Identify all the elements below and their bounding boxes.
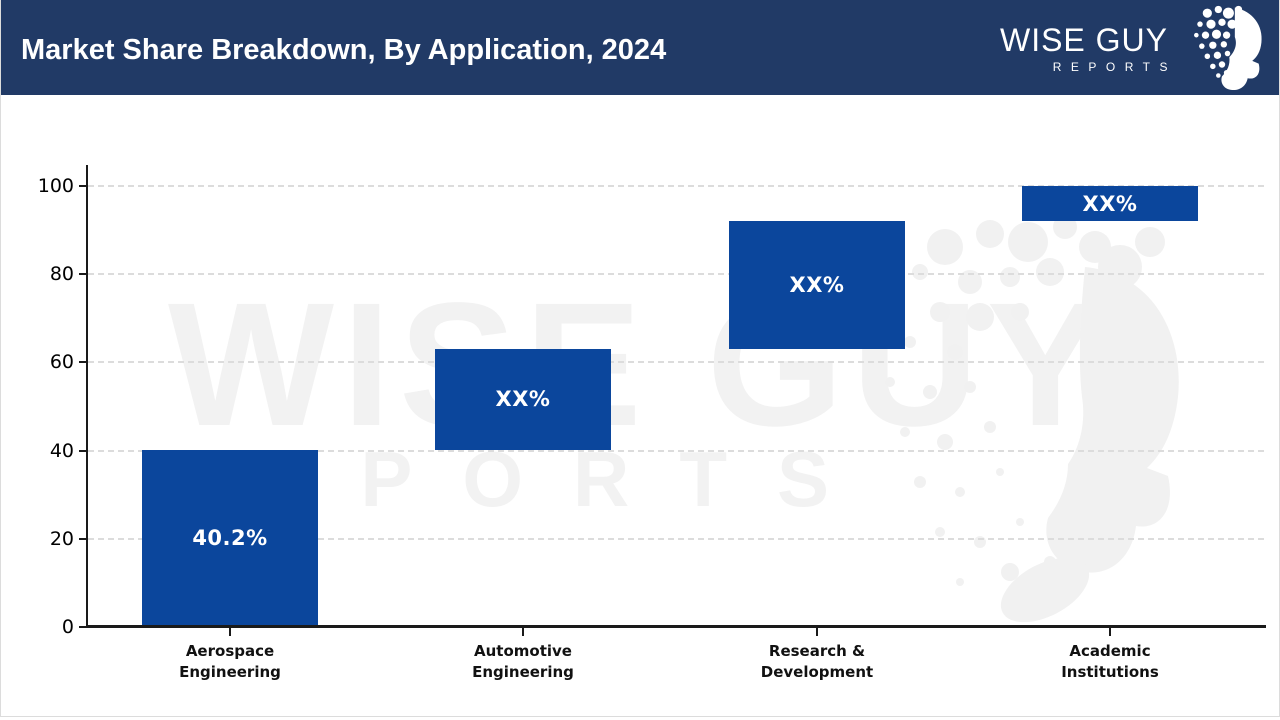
x-category-label-line: Development xyxy=(760,663,874,681)
y-tick-label: 40 xyxy=(49,439,74,462)
y-tick-mark xyxy=(79,273,87,276)
x-category-label-line: Aerospace xyxy=(185,642,275,660)
y-gridline xyxy=(88,449,1264,452)
x-tick-mark xyxy=(816,628,818,636)
y-tick-mark xyxy=(79,361,87,364)
y-axis-line xyxy=(86,165,88,628)
y-tick-label: 0 xyxy=(61,616,74,638)
bar-value-label: XX% xyxy=(1082,191,1138,216)
x-category-label: Automotive Engineering xyxy=(413,641,633,683)
y-tick-label: 20 xyxy=(49,527,74,550)
y-gridline xyxy=(88,361,1264,364)
x-axis-line xyxy=(86,625,1266,628)
x-category-label: Aerospace Engineering xyxy=(120,641,340,683)
x-category-label-line: Research & xyxy=(768,642,866,660)
watermark-text-line1: WISE GUY xyxy=(167,267,1113,463)
bar-value-label: 40.2% xyxy=(192,526,268,551)
bar-value-label: XX% xyxy=(495,387,551,412)
chart-bar: XX% xyxy=(1022,186,1198,222)
y-tick-mark xyxy=(79,185,87,187)
page-title: Market Share Breakdown, By Application, … xyxy=(21,34,667,66)
header-bar: Market Share Breakdown, By Application, … xyxy=(0,0,1280,95)
y-tick-mark xyxy=(79,537,87,540)
x-category-label-line: Automotive xyxy=(474,642,572,660)
x-tick-mark xyxy=(522,628,524,636)
x-category-label: Research & Development xyxy=(707,641,927,683)
brand-logo: WISE GUY REPORTS xyxy=(1000,23,1168,74)
wise-guy-head-icon xyxy=(1194,5,1262,91)
x-category-label-line: Institutions xyxy=(1061,663,1159,681)
y-tick-label: 100 xyxy=(37,175,74,197)
y-tick-label: 80 xyxy=(49,263,74,286)
y-tick-mark xyxy=(79,626,87,628)
x-category-label-line: Engineering xyxy=(472,663,574,681)
chart-bar: 40.2% xyxy=(142,449,318,627)
chart-bar: XX% xyxy=(729,221,905,350)
brand-name: WISE GUY xyxy=(999,22,1168,58)
y-tick-label: 60 xyxy=(49,351,74,374)
y-tick-mark xyxy=(79,449,87,452)
x-tick-mark xyxy=(1109,628,1111,636)
x-category-label-line: Engineering xyxy=(179,663,281,681)
y-gridline xyxy=(88,185,1264,187)
y-gridline xyxy=(88,537,1264,540)
chart-bar: XX% xyxy=(435,349,611,450)
bar-value-label: XX% xyxy=(789,273,845,298)
x-category-label: Academic Institutions xyxy=(1000,641,1220,683)
watermark-head-icon xyxy=(885,215,1179,623)
x-category-label-line: Academic xyxy=(1069,642,1151,660)
brand-tagline: REPORTS xyxy=(1052,60,1177,74)
y-gridline xyxy=(88,273,1264,276)
x-tick-mark xyxy=(229,628,231,636)
